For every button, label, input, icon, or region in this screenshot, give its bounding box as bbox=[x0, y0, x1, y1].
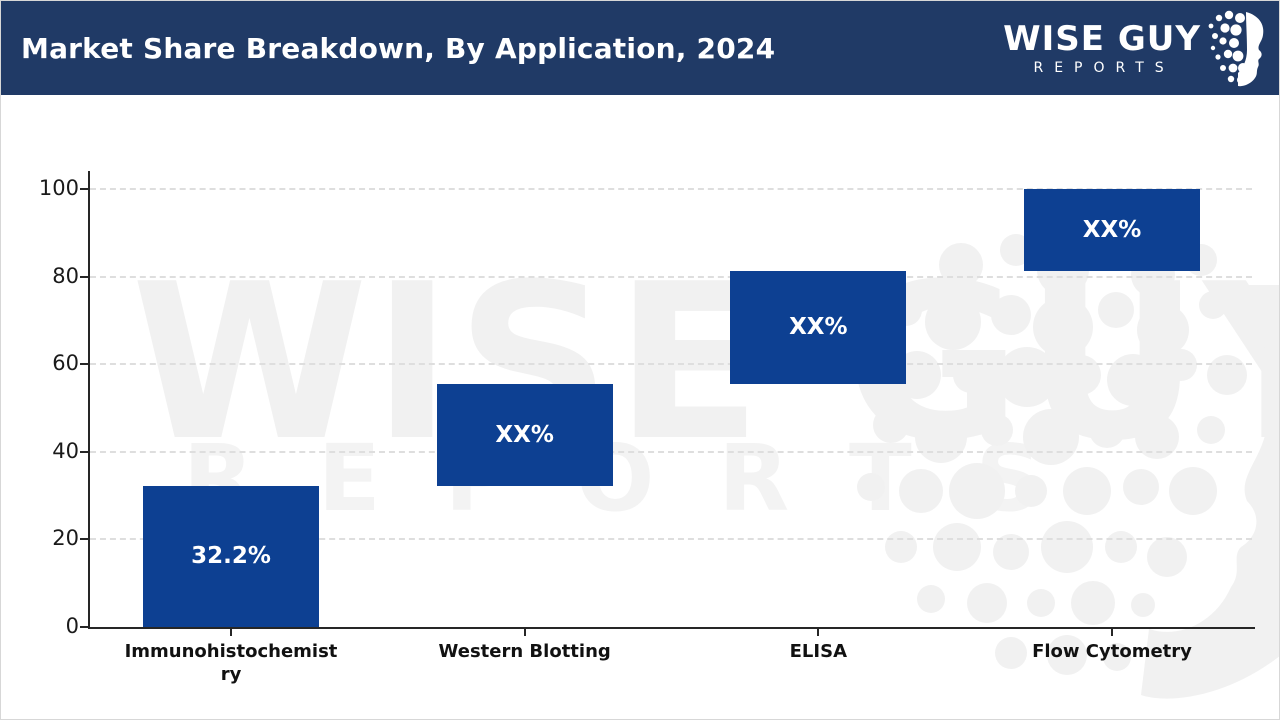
x-axis-spine bbox=[88, 627, 1255, 629]
bar-flow-cytometry: XX% bbox=[1024, 189, 1200, 271]
bar-value-label: XX% bbox=[789, 314, 848, 341]
bar-value-label: 32.2% bbox=[191, 543, 271, 570]
ytick-mark-20 bbox=[80, 538, 89, 541]
header: Market Share Breakdown, By Application, … bbox=[1, 1, 1279, 95]
ytick-label-100: 100 bbox=[38, 176, 79, 200]
xcat-label-1: Western Blotting bbox=[438, 641, 611, 662]
ytick-mark-40 bbox=[80, 450, 89, 453]
gridline-20 bbox=[90, 538, 1252, 541]
ytick-mark-60 bbox=[80, 363, 89, 366]
gridline-60 bbox=[90, 363, 1252, 366]
ytick-label-20: 20 bbox=[52, 526, 79, 551]
bar-value-label: XX% bbox=[1082, 216, 1142, 243]
ytick-label-40: 40 bbox=[52, 438, 79, 463]
logo-brand-name: WISE GUY bbox=[1003, 19, 1201, 60]
ytick-mark-0 bbox=[80, 626, 89, 628]
bar-western-blotting: XX% bbox=[436, 383, 613, 486]
y-axis-spine bbox=[88, 171, 90, 629]
wiseguy-logo: WISE GUY REPORTS bbox=[1003, 7, 1267, 91]
ytick-label-0: 0 bbox=[65, 614, 79, 638]
xtick-mark-0 bbox=[230, 627, 232, 636]
logo-brand-sub: REPORTS bbox=[1033, 59, 1175, 76]
ytick-mark-100 bbox=[80, 188, 89, 190]
gridline-80 bbox=[90, 275, 1252, 278]
chart-area: WISE GUY REPORTS bbox=[1, 95, 1279, 719]
plot-area: 32.2% XX% XX% XX% bbox=[89, 188, 1253, 627]
gridline-100 bbox=[90, 188, 1252, 190]
xcat-label-0: Immunohistochemist ry bbox=[124, 641, 338, 685]
xtick-mark-2 bbox=[817, 627, 820, 636]
ytick-label-60: 60 bbox=[52, 351, 79, 376]
xcat-label-2: ELISA bbox=[789, 641, 847, 662]
bar-value-label: XX% bbox=[495, 421, 554, 448]
ytick-label-80: 80 bbox=[52, 263, 79, 288]
bar-elisa: XX% bbox=[730, 270, 907, 384]
xtick-mark-3 bbox=[1111, 627, 1113, 636]
gridline-40 bbox=[90, 450, 1252, 453]
logo-head-icon bbox=[1208, 10, 1264, 87]
xtick-mark-1 bbox=[523, 627, 526, 636]
bar-immunohistochemistry: 32.2% bbox=[143, 485, 319, 627]
ytick-mark-80 bbox=[80, 275, 89, 278]
chart-title: Market Share Breakdown, By Application, … bbox=[21, 31, 776, 65]
logo-wordmark: WISE GUY REPORTS bbox=[1003, 19, 1201, 76]
xcat-label-3: Flow Cytometry bbox=[1032, 641, 1192, 662]
